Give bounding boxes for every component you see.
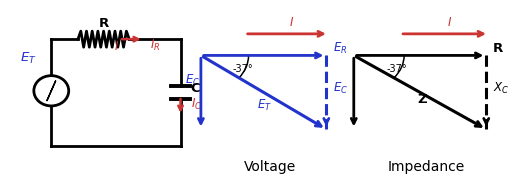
Text: I: I: [115, 40, 118, 53]
Text: Voltage: Voltage: [244, 160, 296, 174]
Text: -37°: -37°: [232, 64, 253, 74]
Text: I: I: [448, 16, 451, 29]
Text: $E_C$: $E_C$: [332, 81, 348, 96]
Text: Z: Z: [417, 93, 427, 106]
Text: $I_R$: $I_R$: [150, 38, 160, 53]
Text: Impedance: Impedance: [388, 160, 466, 174]
Text: R: R: [98, 17, 109, 30]
Text: $E_T$: $E_T$: [257, 98, 272, 113]
Text: $E_R$: $E_R$: [332, 41, 347, 56]
Text: $X_C$: $X_C$: [493, 81, 509, 96]
Text: $E_C$: $E_C$: [185, 73, 200, 88]
Text: I: I: [289, 16, 293, 29]
Text: -37°: -37°: [387, 64, 408, 74]
Text: C: C: [190, 82, 200, 95]
Text: $E_T$: $E_T$: [21, 51, 37, 66]
Text: $I_C$: $I_C$: [191, 97, 202, 112]
Text: R: R: [493, 41, 503, 54]
